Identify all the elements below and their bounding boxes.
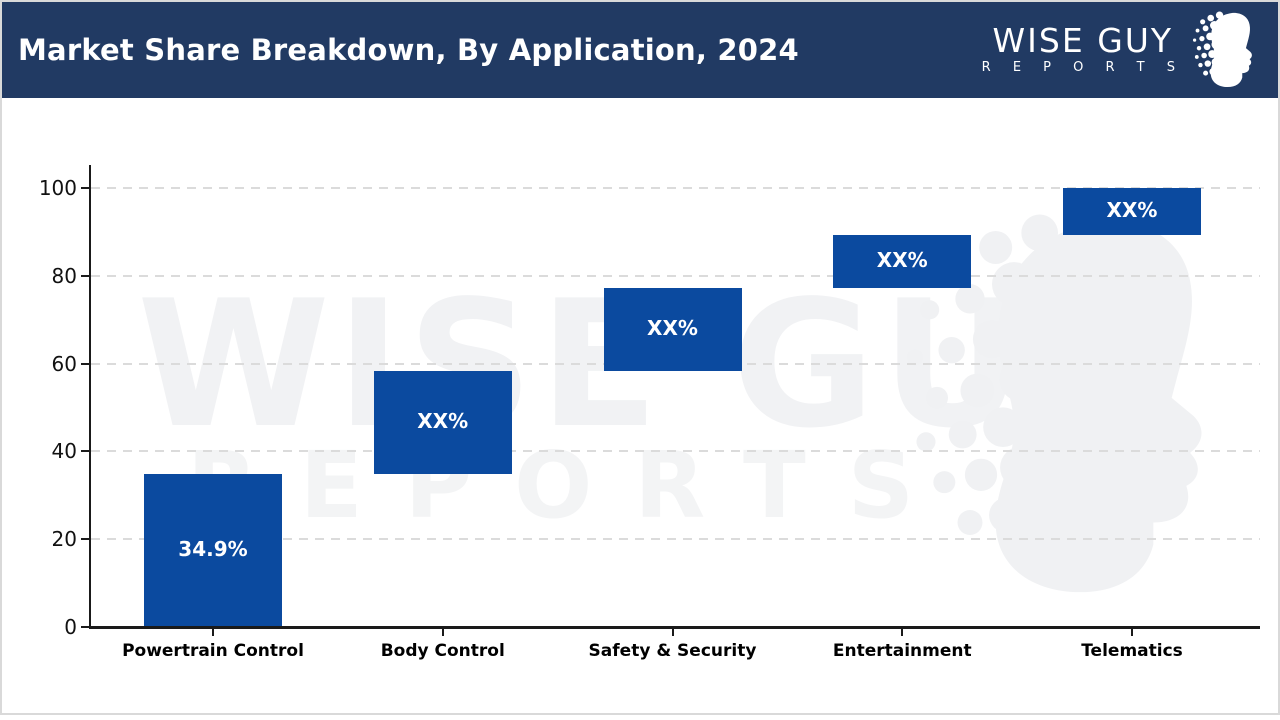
y-axis-tick-60 [81, 362, 90, 365]
header-bar: Market Share Breakdown, By Application, … [2, 2, 1278, 98]
bar-value-label: 34.9% [178, 537, 248, 562]
y-axis-tick-80 [81, 274, 90, 277]
y-axis-tick-label-80: 80 [51, 263, 77, 288]
x-axis-tick-1 [441, 629, 444, 636]
y-axis-tick-label-0: 0 [64, 615, 77, 639]
y-axis-tick-label-60: 60 [51, 351, 77, 376]
x-axis-tick-2 [671, 629, 674, 636]
wiseguy-logo-text: WISE GUY R E P O R T S [982, 24, 1184, 76]
wiseguy-face-icon [1192, 11, 1252, 88]
gridline-100 [91, 187, 1260, 189]
x-axis-category-label: Entertainment [832, 641, 972, 661]
bar-powertrain-control [144, 473, 282, 627]
y-axis-tick-label-40: 40 [51, 439, 77, 464]
gridline-40 [91, 450, 1260, 453]
x-axis-tick-4 [1131, 629, 1133, 636]
logo-subtitle: R E P O R T S [981, 60, 1184, 75]
y-axis-tick-40 [81, 450, 90, 453]
bar-body-control [373, 370, 512, 474]
x-axis-tick-3 [901, 629, 904, 636]
x-axis-category-label: Telematics [1081, 641, 1183, 661]
x-axis-tick-0 [212, 629, 214, 636]
bar-safety-security [603, 287, 742, 371]
y-axis-tick-100 [81, 187, 90, 189]
y-axis-tick-label-100: 100 [38, 176, 77, 200]
wiseguy-logo: WISE GUY R E P O R T S [982, 11, 1254, 89]
x-axis-spine [89, 626, 1260, 629]
x-axis-category-label: Body Control [380, 641, 505, 661]
y-axis-tick-20 [81, 538, 90, 541]
watermark-face-icon [906, 214, 1202, 593]
gridline-80 [91, 274, 1260, 277]
y-axis-tick-label-20: 20 [51, 527, 77, 552]
bar-value-label: XX% [876, 248, 928, 273]
gridline-20 [91, 538, 1260, 541]
bar-telematics [1063, 188, 1201, 235]
bar-value-label: XX% [647, 316, 698, 341]
bar-entertainment [833, 234, 972, 288]
y-axis-tick-0 [81, 626, 90, 628]
x-axis-category-label: Powertrain Control [122, 641, 304, 661]
y-axis-spine [89, 165, 91, 629]
watermark-reports: REPORTS [187, 432, 957, 539]
page-title: Market Share Breakdown, By Application, … [18, 33, 799, 67]
bar-value-label: XX% [1106, 198, 1158, 223]
x-axis-category-label: Safety & Security [588, 641, 757, 661]
bar-value-label: XX% [417, 409, 469, 434]
logo-wordmark: WISE GUY [992, 21, 1174, 60]
